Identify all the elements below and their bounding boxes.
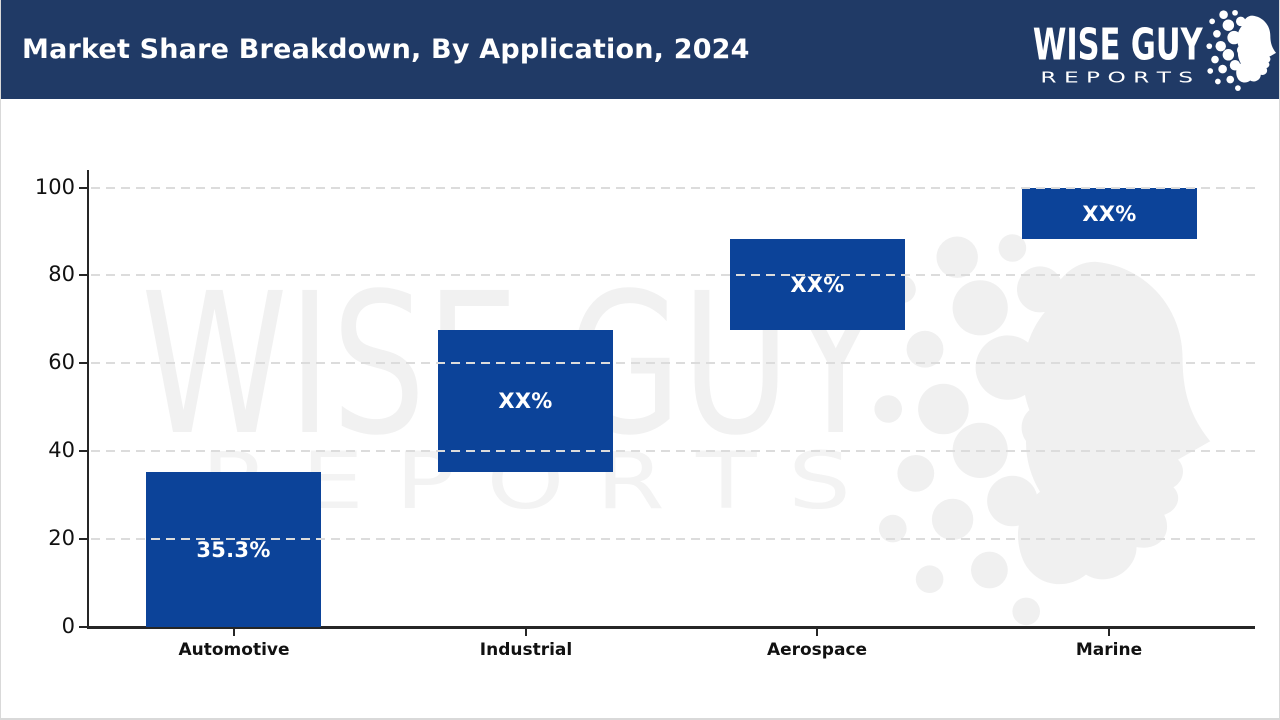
gridline-60 xyxy=(91,362,1255,365)
wise-guy-reports-logo: WISE GUY R E P O R T S xyxy=(1033,9,1277,91)
x-tick-marine xyxy=(1108,629,1110,636)
bar-automotive: 35.3% xyxy=(146,472,321,627)
x-tick-aerospace xyxy=(816,629,818,636)
gridline-100 xyxy=(91,186,1255,189)
x-tick-label-marine: Marine xyxy=(1075,640,1143,660)
y-tick-20 xyxy=(79,538,87,541)
logo-text-reports: R E P O R T S xyxy=(1040,68,1193,86)
y-tick-label-20: 20 xyxy=(48,526,75,551)
y-tick-label-0: 0 xyxy=(61,614,75,638)
chart-area: WISE GUY R E P O R T S 0 20 40 60 80 100 35.3%… xyxy=(1,99,1279,718)
bar-label-aerospace: XX% xyxy=(790,272,845,297)
page-title: Market Share Breakdown, By Application, … xyxy=(22,34,750,65)
y-tick-label-80: 80 xyxy=(48,262,75,287)
gridline-40 xyxy=(91,450,1255,453)
bar-label-automotive: 35.3% xyxy=(196,537,271,562)
x-tick-label-aerospace: Aerospace xyxy=(766,640,868,660)
y-tick-100 xyxy=(79,186,87,189)
y-tick-40 xyxy=(79,450,87,453)
y-tick-80 xyxy=(79,274,87,277)
x-tick-label-industrial: Industrial xyxy=(479,640,573,660)
y-axis-line xyxy=(87,170,89,628)
bar-industrial: XX% xyxy=(438,330,613,472)
gridline-20 xyxy=(91,538,1255,541)
y-tick-60 xyxy=(79,362,87,365)
y-tick-0 xyxy=(79,626,87,628)
gridline-80 xyxy=(91,274,1255,277)
x-tick-industrial xyxy=(525,629,527,636)
y-tick-label-60: 60 xyxy=(48,350,75,375)
x-tick-label-automotive: Automotive xyxy=(178,640,290,660)
bar-aerospace: XX% xyxy=(730,239,905,330)
bar-marine: XX% xyxy=(1022,188,1197,239)
bar-label-marine: XX% xyxy=(1082,201,1137,226)
header-bar: Market Share Breakdown, By Application, … xyxy=(1,0,1279,99)
y-tick-label-40: 40 xyxy=(48,438,75,463)
x-axis-line xyxy=(87,626,1255,629)
x-tick-automotive xyxy=(233,629,235,636)
bar-label-industrial: XX% xyxy=(498,389,553,413)
logo-text-wise-guy: WISE GUY xyxy=(1033,19,1204,70)
y-tick-label-100: 100 xyxy=(34,174,75,199)
